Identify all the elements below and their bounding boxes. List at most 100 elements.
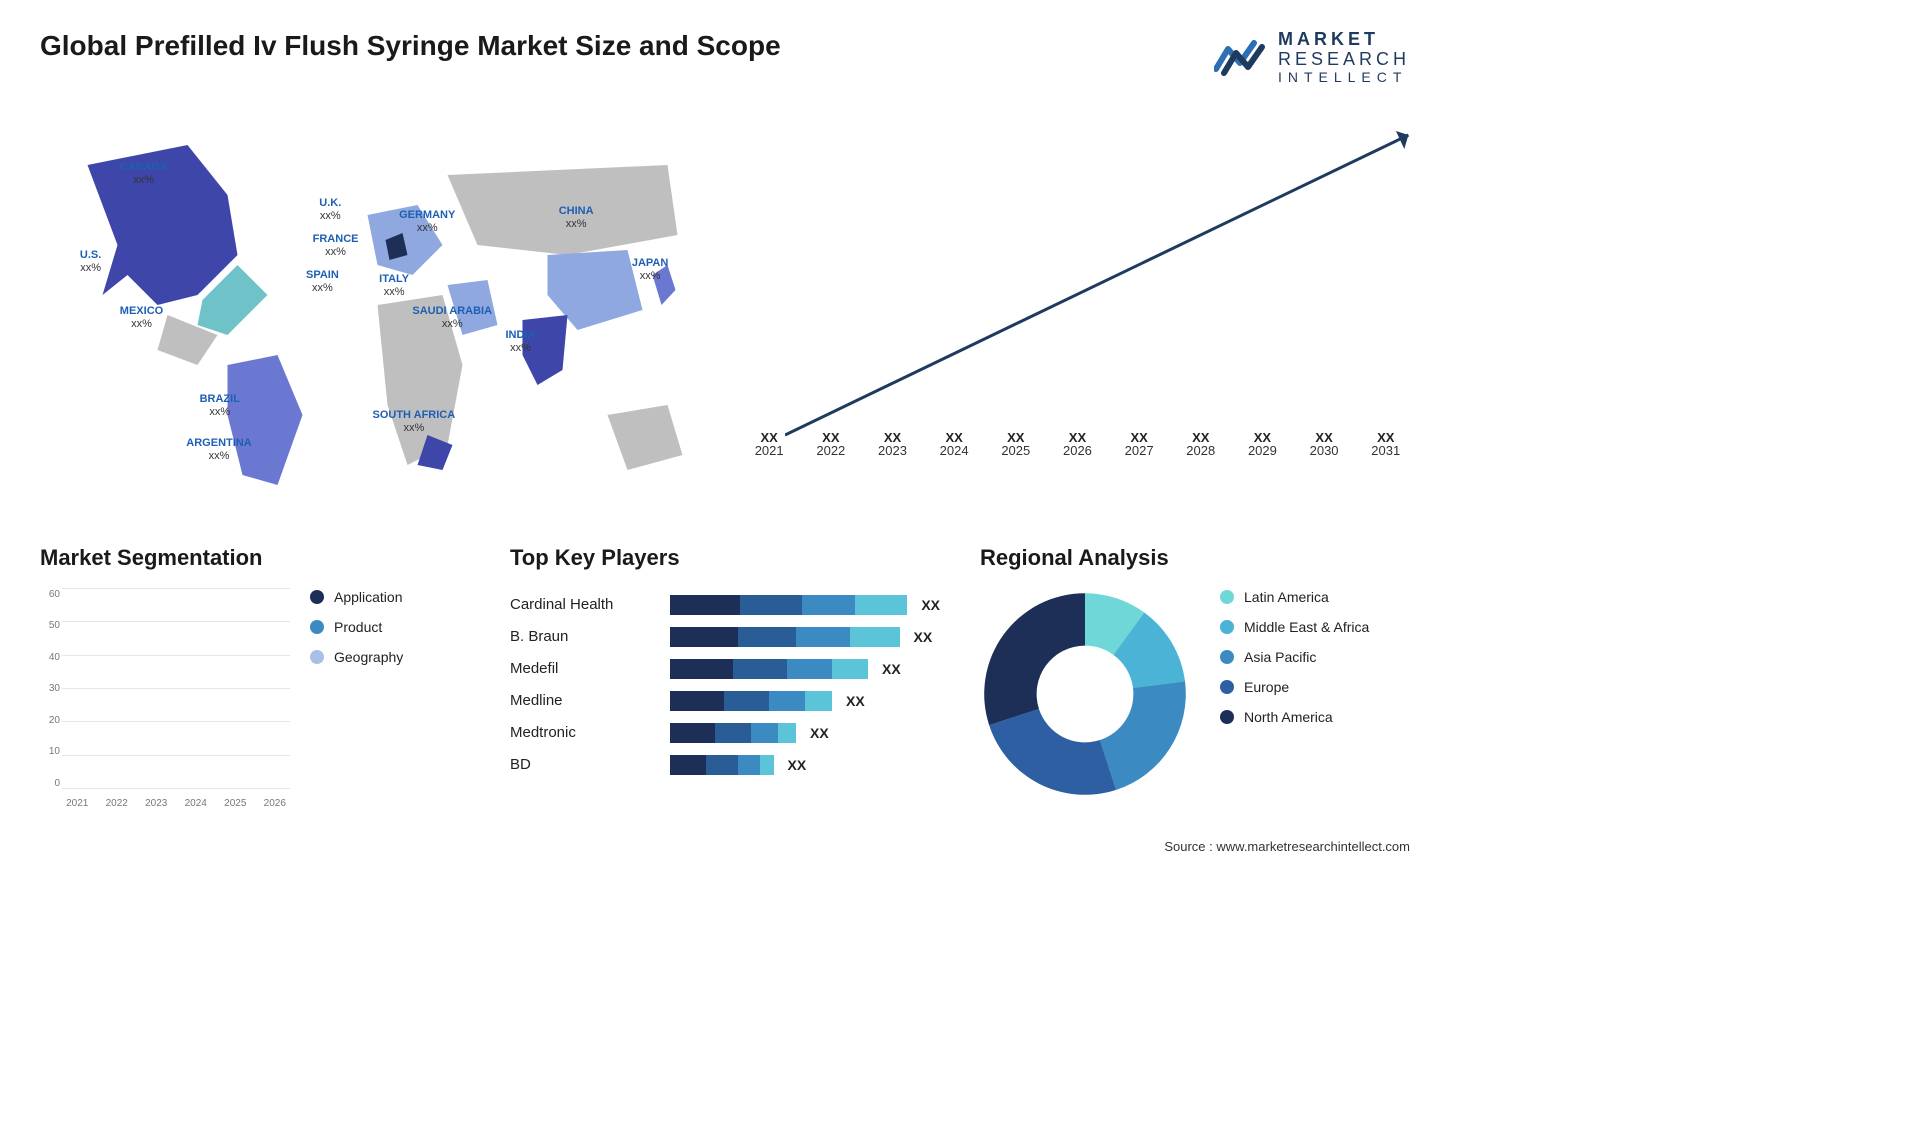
map-label: CHINAxx% [559, 205, 594, 231]
main-chart-year-label: 2028 [1186, 443, 1215, 458]
map-label-pct: xx% [80, 262, 101, 274]
key-players-title: Top Key Players [510, 545, 940, 571]
seg-xtick: 2026 [260, 798, 290, 809]
main-chart-year-label: 2022 [816, 443, 845, 458]
map-label: INDIAxx% [506, 329, 536, 355]
map-label-name: CHINA [559, 205, 594, 217]
map-label: U.S.xx% [80, 249, 101, 275]
regional-legend-item: North America [1220, 709, 1369, 725]
map-label-name: ARGENTINA [186, 437, 251, 449]
seg-xtick: 2023 [141, 798, 171, 809]
main-chart-year-label: 2023 [878, 443, 907, 458]
player-bar-segment [855, 595, 908, 615]
player-name: Medtronic [510, 717, 650, 749]
map-label-name: BRAZIL [200, 393, 240, 405]
legend-swatch-icon [1220, 650, 1234, 664]
player-name: Medefil [510, 653, 650, 685]
seg-ytick: 50 [40, 620, 60, 631]
donut-slice [989, 709, 1116, 795]
legend-swatch-icon [310, 590, 324, 604]
main-chart-year-label: 2030 [1310, 443, 1339, 458]
map-label-pct: xx% [320, 210, 341, 222]
main-chart-section: XX2021XX2022XX2023XX2024XX2025XX2026XX20… [745, 105, 1410, 505]
seg-ytick: 60 [40, 589, 60, 600]
map-label-pct: xx% [131, 318, 152, 330]
market-size-chart: XX2021XX2022XX2023XX2024XX2025XX2026XX20… [745, 105, 1410, 485]
map-label: CANADAxx% [120, 161, 168, 187]
main-chart-year-label: 2031 [1371, 443, 1400, 458]
player-name: B. Braun [510, 621, 650, 653]
player-bar-segment [787, 659, 832, 679]
player-bar [670, 627, 900, 647]
player-value: XX [914, 629, 933, 645]
regional-legend-item: Middle East & Africa [1220, 619, 1369, 635]
player-bar-segment [738, 755, 761, 775]
player-name: BD [510, 749, 650, 781]
player-bar-segment [738, 627, 797, 647]
player-bar-segment [670, 691, 724, 711]
map-label: MEXICOxx% [120, 305, 163, 331]
map-label: SPAINxx% [306, 269, 339, 295]
map-label: SAUDI ARABIAxx% [412, 305, 492, 331]
map-label-name: SPAIN [306, 269, 339, 281]
player-row: XX [670, 717, 940, 749]
world-map: CANADAxx%U.S.xx%MEXICOxx%BRAZILxx%ARGENT… [40, 105, 705, 505]
segmentation-legend: Application Product Geography [310, 589, 403, 809]
seg-xtick: 2021 [62, 798, 92, 809]
bottom-row: Market Segmentation 0102030405060 202120… [40, 545, 1410, 809]
source-attribution: Source : www.marketresearchintellect.com [40, 839, 1410, 854]
map-label-pct: xx% [442, 318, 463, 330]
map-label-name: JAPAN [632, 257, 668, 269]
map-label-name: SOUTH AFRICA [373, 409, 456, 421]
player-value: XX [921, 597, 940, 613]
regional-legend-item: Asia Pacific [1220, 649, 1369, 665]
map-label-name: ITALY [379, 273, 409, 285]
main-chart-year-label: 2025 [1001, 443, 1030, 458]
player-bar-segment [670, 595, 740, 615]
player-bar-segment [670, 723, 715, 743]
seg-legend-item: Geography [310, 649, 403, 665]
seg-ytick: 20 [40, 715, 60, 726]
player-row: XX [670, 749, 940, 781]
segmentation-section: Market Segmentation 0102030405060 202120… [40, 545, 470, 809]
player-row: XX [670, 653, 940, 685]
legend-label: Geography [334, 649, 403, 665]
player-bar [670, 691, 832, 711]
map-label-pct: xx% [510, 342, 531, 354]
key-players-section: Top Key Players Cardinal HealthB. BraunM… [510, 545, 940, 809]
main-chart-year-label: 2024 [940, 443, 969, 458]
legend-swatch-icon [1220, 620, 1234, 634]
legend-label: Application [334, 589, 403, 605]
seg-ytick: 0 [40, 778, 60, 789]
key-players-chart: XXXXXXXXXXXX [670, 589, 940, 781]
legend-label: North America [1244, 709, 1333, 725]
legend-label: Product [334, 619, 382, 635]
legend-label: Latin America [1244, 589, 1329, 605]
player-row: XX [670, 589, 940, 621]
player-bar [670, 755, 774, 775]
player-bar-segment [850, 627, 900, 647]
legend-label: Europe [1244, 679, 1289, 695]
player-bar-segment [751, 723, 778, 743]
map-label-pct: xx% [417, 222, 438, 234]
seg-legend-item: Product [310, 619, 403, 635]
legend-swatch-icon [1220, 710, 1234, 724]
player-bar [670, 659, 868, 679]
player-bar-segment [802, 595, 855, 615]
legend-swatch-icon [1220, 680, 1234, 694]
regional-legend-item: Europe [1220, 679, 1369, 695]
player-name: Cardinal Health [510, 589, 650, 621]
player-name: Medline [510, 685, 650, 717]
map-label-pct: xx% [209, 450, 230, 462]
seg-xtick: 2024 [181, 798, 211, 809]
player-bar-segment [778, 723, 796, 743]
legend-label: Middle East & Africa [1244, 619, 1369, 635]
legend-swatch-icon [310, 620, 324, 634]
player-row: XX [670, 621, 940, 653]
top-row: CANADAxx%U.S.xx%MEXICOxx%BRAZILxx%ARGENT… [40, 105, 1410, 505]
map-label-pct: xx% [325, 246, 346, 258]
map-label: SOUTH AFRICAxx% [373, 409, 456, 435]
regional-donut-chart [980, 589, 1190, 799]
player-value: XX [846, 693, 865, 709]
player-bar-segment [670, 627, 738, 647]
